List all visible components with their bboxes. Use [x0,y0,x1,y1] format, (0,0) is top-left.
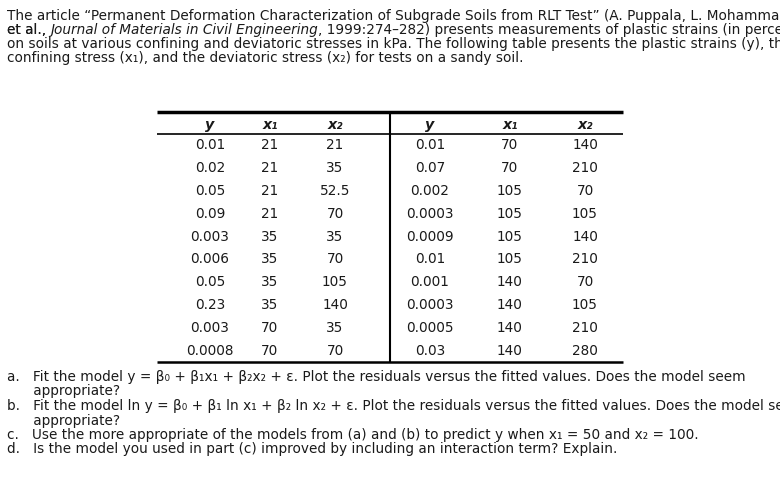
Text: 140: 140 [497,344,523,358]
Text: on soils at various confining and deviatoric stresses in kPa. The following tabl: on soils at various confining and deviat… [7,37,780,51]
Text: 21: 21 [261,207,278,221]
Text: 0.0003: 0.0003 [406,298,454,312]
Text: 70: 70 [576,184,594,198]
Text: 52.5: 52.5 [320,184,350,198]
Text: 0.006: 0.006 [190,252,229,266]
Text: 0.23: 0.23 [195,298,225,312]
Text: 210: 210 [572,321,598,335]
Text: c.   Use the more appropriate of the models from (a) and (b) to predict y when x: c. Use the more appropriate of the model… [7,428,699,442]
Text: 105: 105 [497,230,523,244]
Text: 0.01: 0.01 [415,252,445,266]
Text: 0.002: 0.002 [410,184,449,198]
Text: 0.0003: 0.0003 [406,207,454,221]
Text: b.   Fit the model ln y = β₀ + β₁ ln x₁ + β₂ ln x₂ + ε. Plot the residuals versu: b. Fit the model ln y = β₀ + β₁ ln x₁ + … [7,399,780,413]
Text: 210: 210 [572,161,598,175]
Text: 0.001: 0.001 [410,275,449,289]
Text: 0.01: 0.01 [195,138,225,152]
Text: x₁: x₁ [502,118,518,132]
Text: x₂: x₂ [577,118,593,132]
Text: 70: 70 [326,252,344,266]
Text: 0.09: 0.09 [195,207,225,221]
Text: et al.,: et al., [7,23,51,37]
Text: 210: 210 [572,252,598,266]
Text: 0.003: 0.003 [190,321,229,335]
Text: 140: 140 [572,230,598,244]
Text: 0.02: 0.02 [195,161,225,175]
Text: 35: 35 [261,298,278,312]
Text: 140: 140 [322,298,348,312]
Text: confining stress (x₁), and the deviatoric stress (x₂) for tests on a sandy soil.: confining stress (x₁), and the deviatori… [7,51,523,65]
Text: 0.07: 0.07 [415,161,445,175]
Text: 0.05: 0.05 [195,275,225,289]
Text: 21: 21 [261,161,278,175]
Text: appropriate?: appropriate? [7,385,120,399]
Text: 70: 70 [261,344,278,358]
Text: 70: 70 [326,207,344,221]
Text: 70: 70 [502,161,519,175]
Text: a.   Fit the model y = β₀ + β₁x₁ + β₂x₂ + ε. Plot the residuals versus the fitte: a. Fit the model y = β₀ + β₁x₁ + β₂x₂ + … [7,370,746,384]
Text: Journal of Materials in Civil Engineering: Journal of Materials in Civil Engineerin… [51,23,318,37]
Text: 70: 70 [326,344,344,358]
Text: 105: 105 [497,207,523,221]
Text: x₂: x₂ [328,118,342,132]
Text: y: y [425,118,434,132]
Text: 0.003: 0.003 [190,230,229,244]
Text: 21: 21 [326,138,344,152]
Text: 35: 35 [326,161,344,175]
Text: 70: 70 [576,275,594,289]
Text: 140: 140 [497,298,523,312]
Text: 35: 35 [326,230,344,244]
Text: x₁: x₁ [262,118,278,132]
Text: 105: 105 [497,184,523,198]
Text: 35: 35 [261,230,278,244]
Text: 140: 140 [497,321,523,335]
Text: 140: 140 [497,275,523,289]
Text: 105: 105 [572,207,598,221]
Text: 0.03: 0.03 [415,344,445,358]
Text: 35: 35 [326,321,344,335]
Text: d.   Is the model you used in part (c) improved by including an interaction term: d. Is the model you used in part (c) imp… [7,443,618,457]
Text: 35: 35 [261,252,278,266]
Text: et al.,: et al., [7,23,51,37]
Text: 140: 140 [572,138,598,152]
Text: 105: 105 [322,275,348,289]
Text: 21: 21 [261,184,278,198]
Text: 21: 21 [261,138,278,152]
Text: 35: 35 [261,275,278,289]
Text: 105: 105 [497,252,523,266]
Text: appropriate?: appropriate? [7,414,120,428]
Text: , 1999:274–282) presents measurements of plastic strains (in percent): , 1999:274–282) presents measurements of… [318,23,780,37]
Text: 0.0008: 0.0008 [186,344,234,358]
Text: 0.01: 0.01 [415,138,445,152]
Text: The article “Permanent Deformation Characterization of Subgrade Soils from RLT T: The article “Permanent Deformation Chara… [7,9,780,23]
Text: 0.05: 0.05 [195,184,225,198]
Text: 70: 70 [502,138,519,152]
Text: 0.0009: 0.0009 [406,230,454,244]
Text: 105: 105 [572,298,598,312]
Text: 70: 70 [261,321,278,335]
Text: y: y [205,118,215,132]
Text: 0.0005: 0.0005 [406,321,454,335]
Text: 280: 280 [572,344,598,358]
